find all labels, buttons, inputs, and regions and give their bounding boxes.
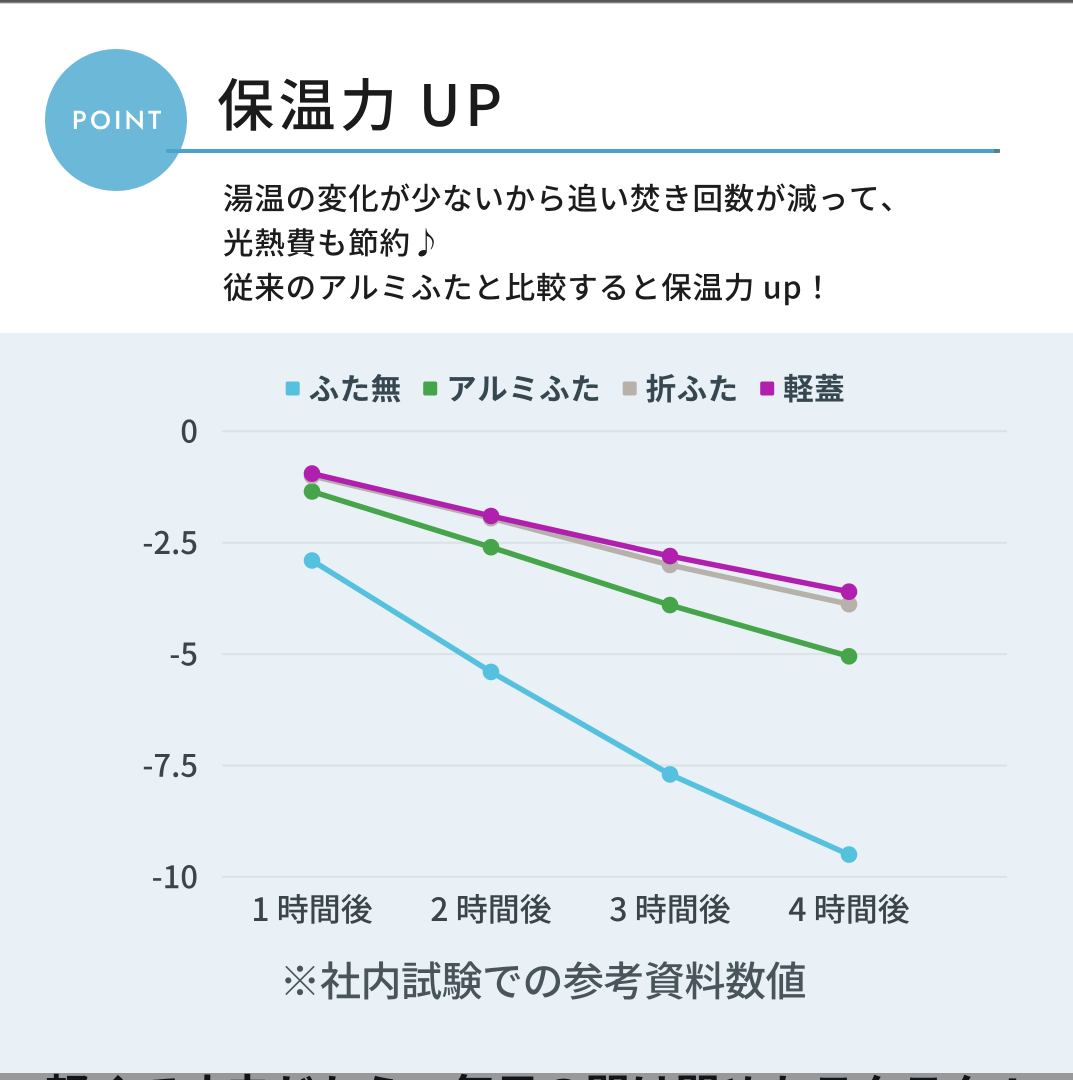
bottom-band xyxy=(0,1073,1073,1080)
point-badge xyxy=(45,49,187,191)
title-underline-tip xyxy=(994,149,1000,153)
title-underline-rule xyxy=(166,149,1000,153)
chart-background xyxy=(0,333,1073,1073)
top-edge-divider xyxy=(0,0,1073,4)
